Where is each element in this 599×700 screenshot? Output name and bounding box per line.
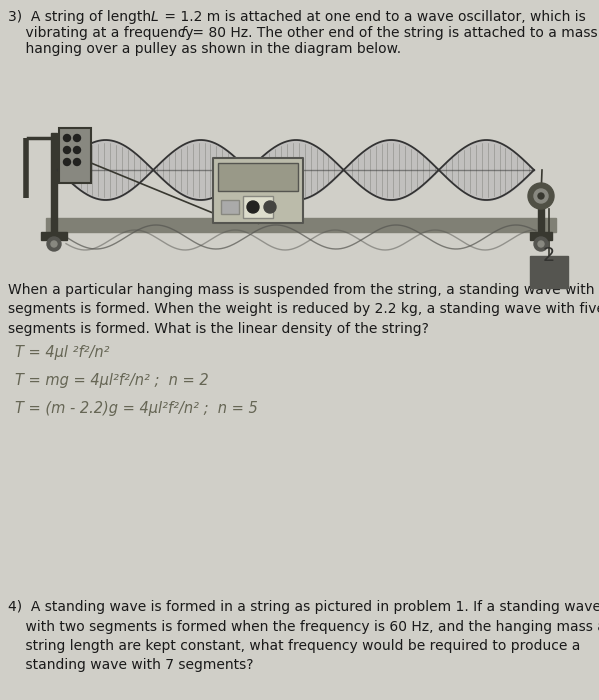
Circle shape [74,134,80,141]
Circle shape [534,237,548,251]
Bar [41,232,67,240]
Circle shape [63,158,71,165]
Circle shape [247,201,259,213]
Text: 2: 2 [543,246,555,265]
Text: 4)  A standing wave is formed in a string as pictured in problem 1. If a standin: 4) A standing wave is formed in a string… [8,600,599,673]
Circle shape [538,193,544,199]
Bar [218,163,298,191]
Text: When a particular hanging mass is suspended from the string, a standing wave wit: When a particular hanging mass is suspen… [8,283,599,336]
Bar [213,158,303,223]
Circle shape [528,183,554,209]
Bar [530,232,552,240]
Text: T = 4μl ²f²/n²: T = 4μl ²f²/n² [15,345,110,360]
Circle shape [74,146,80,153]
Text: = 80 Hz. The other end of the string is attached to a mass: = 80 Hz. The other end of the string is … [188,26,598,40]
Text: 3)  A string of length: 3) A string of length [8,10,156,24]
Text: = 1.2 m is attached at one end to a wave oscillator, which is: = 1.2 m is attached at one end to a wave… [160,10,586,24]
Bar [243,196,273,218]
Text: T = mg = 4μl²f²/n² ;  n = 2: T = mg = 4μl²f²/n² ; n = 2 [15,373,208,388]
Circle shape [63,146,71,153]
Circle shape [51,241,57,247]
Bar [538,198,544,247]
Circle shape [534,189,548,203]
Text: T = (m - 2.2)g = 4μl²f²/n² ;  n = 5: T = (m - 2.2)g = 4μl²f²/n² ; n = 5 [15,401,258,416]
Text: f: f [180,26,185,40]
Text: L: L [151,10,159,24]
Circle shape [63,134,71,141]
Text: hanging over a pulley as shown in the diagram below.: hanging over a pulley as shown in the di… [8,42,401,56]
Bar [51,133,57,247]
Circle shape [264,201,276,213]
Bar [530,256,568,288]
Bar [221,200,239,214]
Bar [46,218,556,232]
Circle shape [74,158,80,165]
Text: vibrating at a frequency: vibrating at a frequency [8,26,198,40]
Bar [59,128,91,183]
Circle shape [47,237,61,251]
Circle shape [538,241,544,247]
